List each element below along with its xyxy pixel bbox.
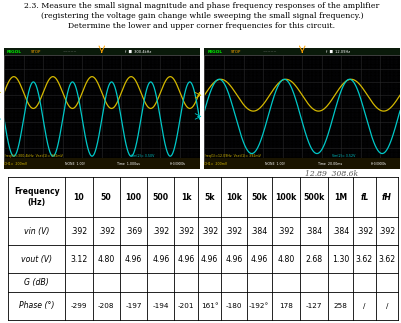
Text: /: / (385, 303, 387, 309)
Text: Vm(2)= 3.50V: Vm(2)= 3.50V (131, 154, 154, 159)
Text: .392: .392 (200, 227, 218, 236)
Text: CH1=  200mV: CH1= 200mV (204, 162, 227, 166)
Text: 4.96: 4.96 (177, 255, 194, 264)
Text: STOP: STOP (230, 50, 241, 54)
Text: f  ■  300.4kHz: f ■ 300.4kHz (125, 50, 151, 54)
Text: -127: -127 (305, 303, 322, 309)
Text: 3.12: 3.12 (70, 255, 87, 264)
Bar (204, 159, 399, 169)
Text: .392: .392 (97, 227, 114, 236)
Text: Frequency
(Hz): Frequency (Hz) (14, 187, 59, 207)
Bar (4, 159, 199, 169)
Text: .392: .392 (177, 227, 194, 236)
Text: .392: .392 (377, 227, 395, 236)
Text: .392: .392 (355, 227, 372, 236)
Text: 161°: 161° (200, 303, 218, 309)
Text: 258: 258 (333, 303, 347, 309)
Text: 2.68: 2.68 (305, 255, 322, 264)
Text: 178: 178 (278, 303, 292, 309)
Text: 2.3. Measure the small signal magnitude and phase frequency responses of the amp: 2.3. Measure the small signal magnitude … (24, 2, 379, 30)
Text: 4.96: 4.96 (225, 255, 242, 264)
Text: 5k: 5k (204, 193, 214, 202)
Text: NONE  1.00/: NONE 1.00/ (264, 162, 284, 166)
Text: 50: 50 (101, 193, 111, 202)
Bar (49, 51, 59, 54)
Text: -180: -180 (225, 303, 242, 309)
Text: CH1=  200mV: CH1= 200mV (4, 162, 27, 166)
Text: fH: fH (381, 193, 391, 202)
Text: .392: .392 (225, 227, 242, 236)
Text: 1k: 1k (180, 193, 191, 202)
Text: 4.96: 4.96 (250, 255, 267, 264)
Text: STOP: STOP (30, 50, 41, 54)
Bar (204, 48, 399, 56)
Text: 12.89  308.6k: 12.89 308.6k (304, 170, 357, 178)
Text: NONE  1.00/: NONE 1.00/ (65, 162, 84, 166)
Text: 4.96: 4.96 (152, 255, 169, 264)
Text: 100: 100 (125, 193, 141, 202)
Text: .369: .369 (125, 227, 142, 236)
Text: Phase (°): Phase (°) (19, 301, 54, 310)
Text: 100k: 100k (275, 193, 296, 202)
Text: vin (V): vin (V) (24, 227, 49, 236)
Text: 4.80: 4.80 (277, 255, 294, 264)
Bar (249, 51, 259, 54)
Text: -208: -208 (98, 303, 114, 309)
Text: RIGOL: RIGOL (207, 50, 222, 54)
Text: ~~~~~: ~~~~~ (263, 50, 277, 54)
Bar (4, 48, 199, 56)
Text: 50k: 50k (251, 193, 267, 202)
Text: -197: -197 (125, 303, 141, 309)
Text: vout (V): vout (V) (21, 255, 52, 264)
Text: 500k: 500k (303, 193, 324, 202)
Text: RIGOL: RIGOL (7, 50, 22, 54)
Text: 500: 500 (152, 193, 168, 202)
Text: /: / (362, 303, 365, 309)
Text: Freq(1)=300.4kHz  Vset(1)= 392mV: Freq(1)=300.4kHz Vset(1)= 392mV (4, 154, 63, 159)
Text: 4.96: 4.96 (200, 255, 218, 264)
Text: .392: .392 (277, 227, 294, 236)
Text: G (dB): G (dB) (24, 278, 49, 287)
Text: Freq(1)=12.09Hz  Vset(1)= 392mV: Freq(1)=12.09Hz Vset(1)= 392mV (204, 154, 261, 159)
Text: 10: 10 (73, 193, 84, 202)
Text: θ+0.00000s: θ+0.00000s (170, 162, 186, 166)
Text: fL: fL (359, 193, 368, 202)
Text: Time  20.00ms: Time 20.00ms (317, 162, 341, 166)
Text: 3.62: 3.62 (377, 255, 395, 264)
Text: 4.80: 4.80 (97, 255, 115, 264)
Text: 1.30: 1.30 (331, 255, 348, 264)
Text: 3.62: 3.62 (355, 255, 372, 264)
Text: .384: .384 (250, 227, 267, 236)
Text: -194: -194 (152, 303, 168, 309)
Text: Time  1.000us: Time 1.000us (117, 162, 140, 166)
Text: .392: .392 (70, 227, 87, 236)
Text: .384: .384 (305, 227, 322, 236)
Text: 1M: 1M (333, 193, 346, 202)
Text: 4.96: 4.96 (125, 255, 142, 264)
Text: Vm(2)= 3.52V: Vm(2)= 3.52V (331, 154, 354, 159)
Text: -299: -299 (71, 303, 87, 309)
Text: f  ■  12.09Hz: f ■ 12.09Hz (325, 50, 349, 54)
Text: ~~~~~: ~~~~~ (63, 50, 77, 54)
Text: θ+0.00000s: θ+0.00000s (370, 162, 386, 166)
Text: -192°: -192° (249, 303, 269, 309)
Text: .392: .392 (152, 227, 169, 236)
Text: .384: .384 (331, 227, 348, 236)
Text: 10k: 10k (225, 193, 241, 202)
Text: -201: -201 (177, 303, 194, 309)
